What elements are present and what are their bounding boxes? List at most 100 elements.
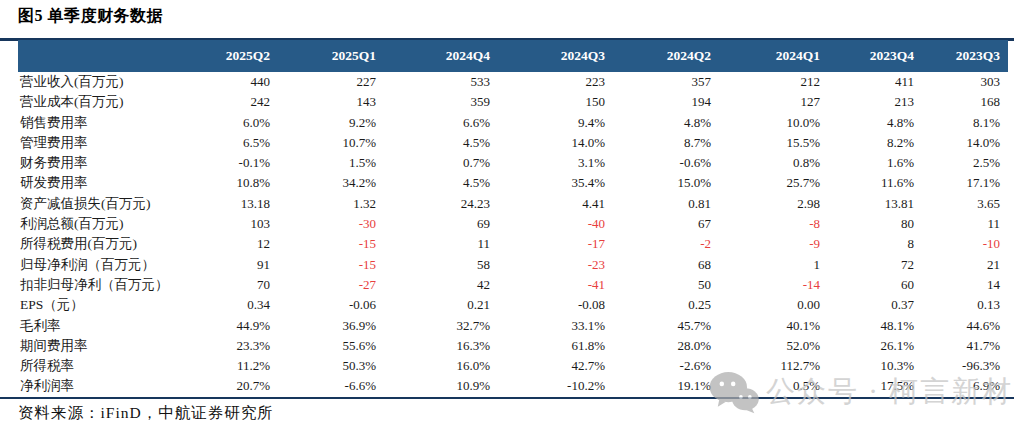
row-label: 净利润率 (18, 376, 169, 396)
value-cell: 212 (713, 72, 822, 92)
source-note: 资料来源：iFinD，中航证券研究所 (18, 403, 274, 424)
value-cell: 72 (822, 255, 916, 275)
table-row: 所得税率11.2%50.3%16.0%42.7%-2.6%112.7%10.3%… (18, 356, 1008, 376)
value-cell: -30 (272, 214, 378, 234)
row-label: 扣非归母净利（百万元） (18, 275, 169, 295)
value-cell: 50.3% (272, 356, 378, 376)
row-label: 管理费用率 (18, 133, 169, 153)
value-cell: 25.7% (713, 173, 822, 193)
value-cell: 91 (169, 255, 272, 275)
value-cell: 14.0% (492, 133, 607, 153)
value-cell: 70 (169, 275, 272, 295)
value-cell: 0.34 (169, 295, 272, 315)
value-cell: 2.5% (916, 153, 1008, 173)
value-cell: 168 (916, 92, 1008, 112)
value-cell: -8 (713, 214, 822, 234)
table-header-row: 2025Q22025Q12024Q42024Q32024Q22024Q12023… (18, 40, 1008, 72)
table-row: 所得税费用(百万元)12-1511-17-2-98-10 (18, 234, 1008, 254)
value-cell: 2.98 (713, 194, 822, 214)
value-cell: 4.8% (822, 113, 916, 133)
value-cell: 4.41 (492, 194, 607, 214)
value-cell: -15 (272, 234, 378, 254)
value-cell: 55.6% (272, 336, 378, 356)
value-cell: 20.7% (169, 376, 272, 396)
value-cell: 32.7% (378, 316, 492, 336)
value-cell: 6.5% (169, 133, 272, 153)
value-cell: 112.7% (713, 356, 822, 376)
value-cell: -23 (492, 255, 607, 275)
table-row: 管理费用率6.5%10.7%4.5%14.0%8.7%15.5%8.2%14.0… (18, 133, 1008, 153)
value-cell: 8.2% (822, 133, 916, 153)
value-cell: 24.23 (378, 194, 492, 214)
value-cell: 15.0% (607, 173, 713, 193)
value-cell: 0.25 (607, 295, 713, 315)
value-cell: 0.81 (607, 194, 713, 214)
value-cell: 80 (822, 214, 916, 234)
value-cell: 28.0% (607, 336, 713, 356)
value-cell: 44.6% (916, 316, 1008, 336)
value-cell: 213 (822, 92, 916, 112)
value-cell: 8.7% (607, 133, 713, 153)
value-cell: 1.5% (272, 153, 378, 173)
table-row: 利润总额(百万元)103-3069-4067-88011 (18, 214, 1008, 234)
value-cell: 42.7% (492, 356, 607, 376)
table-row: 销售费用率6.0%9.2%6.6%9.4%4.8%10.0%4.8%8.1% (18, 113, 1008, 133)
table-row: 扣非归母净利（百万元）70-2742-4150-146014 (18, 275, 1008, 295)
value-cell: 41.7% (916, 336, 1008, 356)
value-cell: 440 (169, 72, 272, 92)
value-cell: 6.6% (378, 113, 492, 133)
value-cell: -2.6% (607, 356, 713, 376)
row-label: EPS（元） (18, 295, 169, 315)
value-cell: 16.3% (378, 336, 492, 356)
value-cell: 6.0% (169, 113, 272, 133)
value-cell: 12 (169, 234, 272, 254)
row-label: 研发费用率 (18, 173, 169, 193)
value-cell: -96.3% (916, 356, 1008, 376)
row-label: 营业成本(百万元) (18, 92, 169, 112)
row-label: 期间费用率 (18, 336, 169, 356)
value-cell: 68 (607, 255, 713, 275)
value-cell: 0.7% (378, 153, 492, 173)
value-cell: 4.5% (378, 133, 492, 153)
value-cell: 0.8% (713, 153, 822, 173)
column-header-2023Q3: 2023Q3 (916, 40, 1008, 72)
table-row: 期间费用率23.3%55.6%16.3%61.8%28.0%52.0%26.1%… (18, 336, 1008, 356)
value-cell: 150 (492, 92, 607, 112)
value-cell: 4.8% (607, 113, 713, 133)
row-label: 资产减值损失(百万元) (18, 194, 169, 214)
table-row: EPS（元）0.34-0.060.21-0.080.250.000.370.13 (18, 295, 1008, 315)
value-cell: -9 (713, 234, 822, 254)
value-cell: 60 (822, 275, 916, 295)
header-label-cell (18, 40, 169, 72)
column-header-2024Q3: 2024Q3 (492, 40, 607, 72)
value-cell: -10.2% (492, 376, 607, 396)
quarterly-financials-table: 2025Q22025Q12024Q42024Q32024Q22024Q12023… (18, 40, 1008, 397)
row-label: 归母净利润（百万元） (18, 255, 169, 275)
value-cell: 26.1% (822, 336, 916, 356)
row-label: 利润总额(百万元) (18, 214, 169, 234)
value-cell: 69 (378, 214, 492, 234)
value-cell: -10 (916, 234, 1008, 254)
value-cell: 10.9% (378, 376, 492, 396)
value-cell: 40.1% (713, 316, 822, 336)
value-cell: 58 (378, 255, 492, 275)
table-row: 财务费用率-0.1%1.5%0.7%3.1%-0.6%0.8%1.6%2.5% (18, 153, 1008, 173)
value-cell: 8 (822, 234, 916, 254)
value-cell: 11 (916, 214, 1008, 234)
value-cell: 227 (272, 72, 378, 92)
value-cell: 36.9% (272, 316, 378, 336)
value-cell: 10.7% (272, 133, 378, 153)
value-cell: 21 (916, 255, 1008, 275)
table-body: 营业收入(百万元)440227533223357212411303营业成本(百万… (18, 72, 1008, 397)
value-cell: 10.8% (169, 173, 272, 193)
value-cell: -17 (492, 234, 607, 254)
value-cell: 3.65 (916, 194, 1008, 214)
value-cell: 1.6% (822, 153, 916, 173)
row-label: 所得税费用(百万元) (18, 234, 169, 254)
value-cell: 13.18 (169, 194, 272, 214)
row-label: 所得税率 (18, 356, 169, 376)
value-cell: -0.06 (272, 295, 378, 315)
value-cell: 1.32 (272, 194, 378, 214)
value-cell: -0.1% (169, 153, 272, 173)
value-cell: 11 (378, 234, 492, 254)
